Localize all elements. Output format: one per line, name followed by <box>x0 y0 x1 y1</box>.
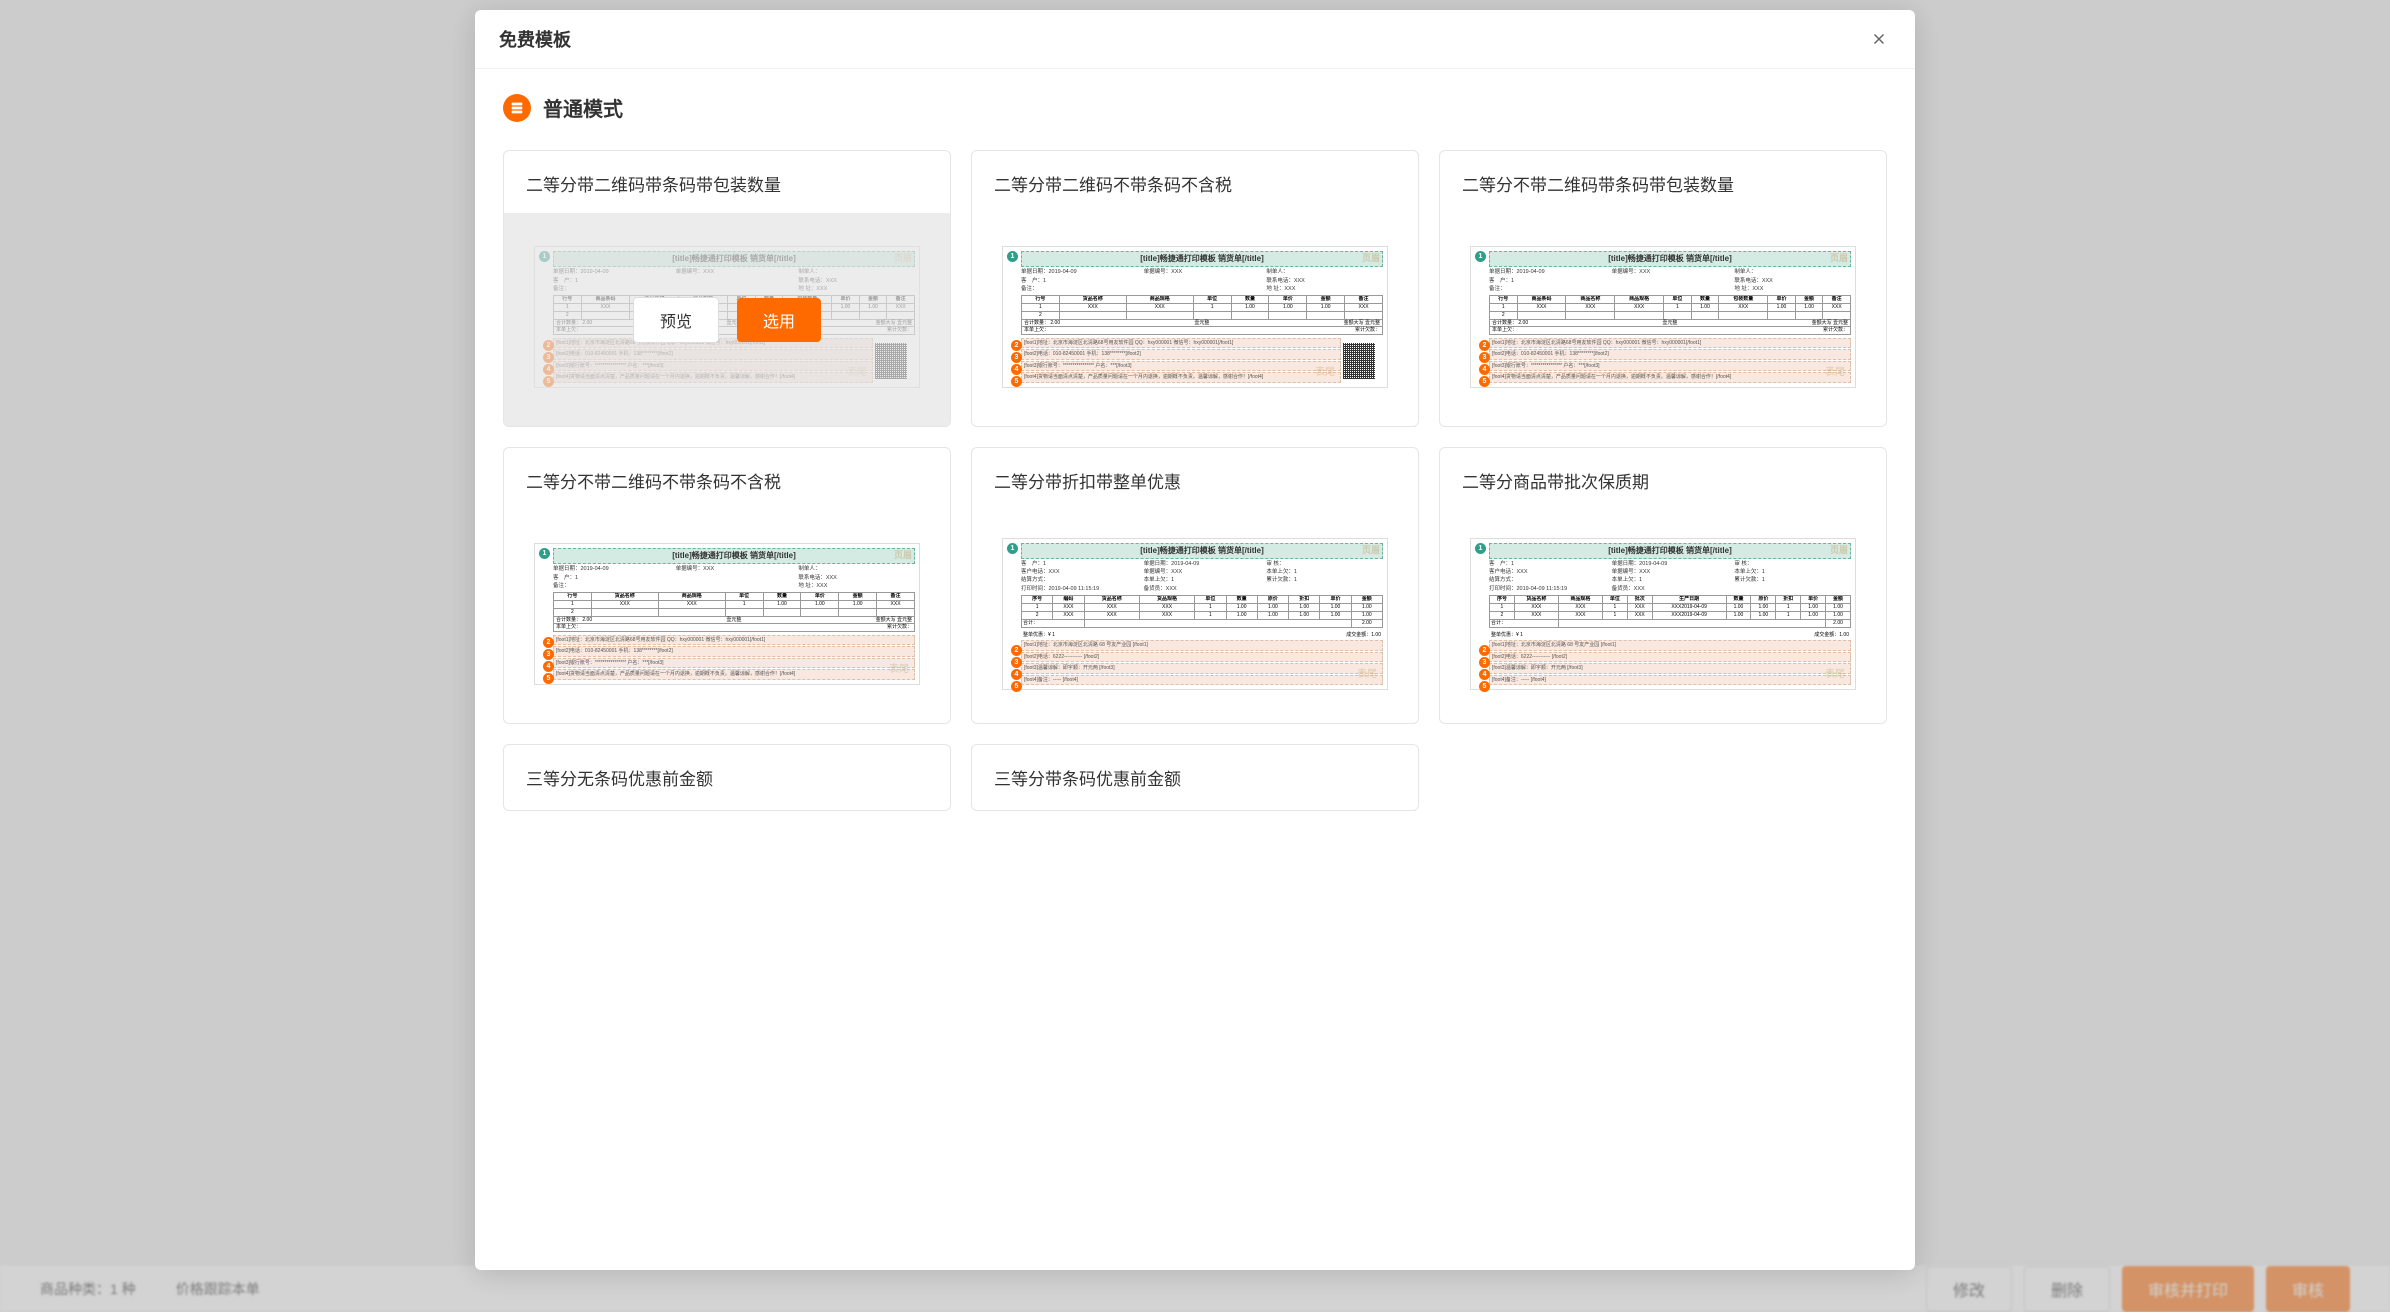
template-thumbnail: 1[title]畅捷通打印模板 销货单[/title]页眉客 户：1单据日期：2… <box>1002 538 1388 690</box>
modal-body: 普通模式 二等分带二维码带条码带包装数量 1[title]畅捷通打印模板 销货单[… <box>475 69 1915 1270</box>
template-preview-area: 1[title]畅捷通打印模板 销货单[/title]页眉客 户：1单据日期：2… <box>972 513 1418 723</box>
section-header: 普通模式 <box>503 93 1887 122</box>
template-card-title: 三等分带条码优惠前金额 <box>972 745 1418 810</box>
template-card-title: 二等分带折扣带整单优惠 <box>972 448 1418 513</box>
template-preview-area: 1[title]畅捷通打印模板 销货单[/title]页眉单据日期：2019-0… <box>1440 216 1886 426</box>
template-thumbnail: 1[title]畅捷通打印模板 销货单[/title]页眉客 户：1单据日期：2… <box>1470 538 1856 690</box>
template-card-t3[interactable]: 二等分不带二维码带条码带包装数量 1[title]畅捷通打印模板 销货单[/tit… <box>1439 150 1887 427</box>
template-preview-area: 1[title]畅捷通打印模板 销货单[/title]页眉单据日期：2019-0… <box>504 513 950 723</box>
modal-header: 免费模板 <box>475 10 1915 69</box>
template-card-title: 二等分带二维码不带条码不含税 <box>972 151 1418 216</box>
template-thumbnail: 1[title]畅捷通打印模板 销货单[/title]页眉单据日期：2019-0… <box>1470 246 1856 388</box>
template-modal: 免费模板 普通模式 二等分带二维码带条码带包装数量 1[title]畅捷通打印模板… <box>475 10 1915 1270</box>
template-card-t6[interactable]: 二等分商品带批次保质期 1[title]畅捷通打印模板 销货单[/title]页眉… <box>1439 447 1887 724</box>
template-card-t7[interactable]: 三等分无条码优惠前金额 <box>503 744 951 811</box>
template-card-title: 二等分不带二维码不带条码不含税 <box>504 448 950 513</box>
template-card-title: 二等分带二维码带条码带包装数量 <box>504 151 950 216</box>
section-title: 普通模式 <box>543 93 623 122</box>
template-preview-area: 1[title]畅捷通打印模板 销货单[/title]页眉单据日期：2019-0… <box>972 216 1418 426</box>
template-card-t5[interactable]: 二等分带折扣带整单优惠 1[title]畅捷通打印模板 销货单[/title]页眉… <box>971 447 1419 724</box>
template-grid: 二等分带二维码带条码带包装数量 1[title]畅捷通打印模板 销货单[/titl… <box>503 150 1887 811</box>
close-icon <box>1870 30 1888 48</box>
modal-title: 免费模板 <box>499 26 571 52</box>
section-icon <box>503 94 531 122</box>
template-preview-area: 1[title]畅捷通打印模板 销货单[/title]页眉客 户：1单据日期：2… <box>1440 513 1886 723</box>
template-card-title: 二等分商品带批次保质期 <box>1440 448 1886 513</box>
preview-button[interactable]: 预览 <box>633 297 719 343</box>
template-card-t8[interactable]: 三等分带条码优惠前金额 <box>971 744 1419 811</box>
template-hover-overlay: 预览选用 <box>504 213 950 426</box>
modal-backdrop: 免费模板 普通模式 二等分带二维码带条码带包装数量 1[title]畅捷通打印模板… <box>0 0 2390 1312</box>
template-card-title: 二等分不带二维码带条码带包装数量 <box>1440 151 1886 216</box>
apply-button[interactable]: 选用 <box>737 298 821 342</box>
template-thumbnail: 1[title]畅捷通打印模板 销货单[/title]页眉单据日期：2019-0… <box>1002 246 1388 388</box>
template-thumbnail: 1[title]畅捷通打印模板 销货单[/title]页眉单据日期：2019-0… <box>534 543 920 685</box>
template-card-title: 三等分无条码优惠前金额 <box>504 745 950 810</box>
template-card-t2[interactable]: 二等分带二维码不带条码不含税 1[title]畅捷通打印模板 销货单[/title… <box>971 150 1419 427</box>
close-button[interactable] <box>1867 27 1891 51</box>
template-card-t1[interactable]: 二等分带二维码带条码带包装数量1[title]畅捷通打印模板 销货单[/titl… <box>503 150 951 427</box>
template-card-t4[interactable]: 二等分不带二维码不带条码不含税 1[title]畅捷通打印模板 销货单[/titl… <box>503 447 951 724</box>
